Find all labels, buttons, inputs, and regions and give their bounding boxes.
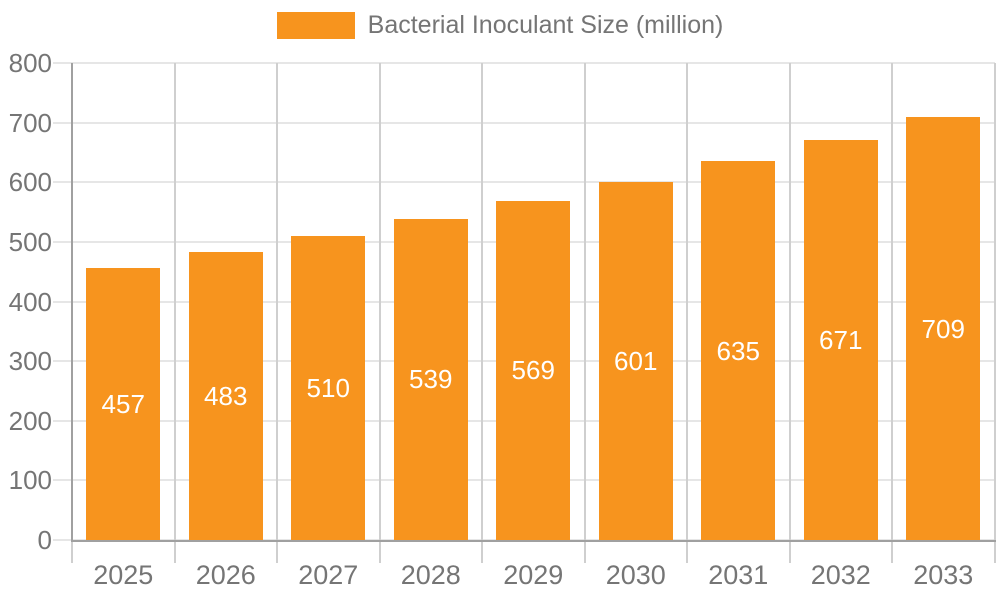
bar-value-label: 457	[101, 388, 145, 419]
y-gridline	[53, 181, 995, 184]
bar-value-label: 709	[921, 313, 965, 344]
x-tick-label: 2025	[93, 560, 154, 590]
x-gridline	[583, 63, 586, 540]
y-gridline	[53, 62, 995, 64]
legend-swatch	[276, 12, 355, 39]
x-tick-label: 2031	[708, 560, 769, 590]
bar	[701, 161, 776, 540]
x-tick	[891, 542, 893, 563]
y-tick-label: 700	[8, 107, 52, 138]
bar-value-label: 671	[819, 324, 863, 355]
x-tick	[481, 542, 483, 563]
bar-value-label: 635	[716, 335, 760, 366]
x-tick-label: 2027	[298, 560, 359, 590]
y-tick-label: 100	[8, 465, 52, 496]
bar	[496, 200, 571, 540]
x-tick-label: 2028	[400, 560, 461, 590]
x-tick-label: 2032	[810, 560, 871, 590]
y-tick-label: 0	[37, 525, 52, 555]
x-tick	[583, 542, 586, 563]
bar-value-label: 539	[409, 364, 453, 395]
x-gridline	[788, 63, 791, 540]
bar-value-label: 483	[204, 381, 248, 411]
bar	[291, 235, 366, 540]
chart-legend: Bacterial Inoculant Size (million)	[0, 12, 1000, 39]
x-gridline	[276, 63, 278, 540]
x-tick	[788, 542, 791, 563]
x-tick	[993, 542, 996, 563]
bar	[598, 181, 673, 540]
y-tick-label: 600	[8, 167, 52, 198]
y-tick-label: 300	[8, 346, 52, 377]
x-gridline	[686, 63, 688, 540]
x-tick-label: 2033	[913, 560, 974, 590]
bar-value-label: 601	[614, 345, 658, 376]
x-gridline	[173, 63, 176, 540]
y-tick-label: 400	[8, 286, 52, 317]
x-tick	[686, 542, 688, 563]
y-tick-label: 200	[8, 405, 52, 436]
x-tick	[173, 542, 176, 563]
y-axis-line	[71, 63, 73, 542]
y-tick-label: 500	[8, 226, 52, 257]
x-tick	[71, 542, 73, 563]
x-gridline	[378, 63, 381, 540]
y-tick-label: 800	[8, 48, 52, 78]
legend-label: Bacterial Inoculant Size (million)	[367, 11, 724, 39]
bar	[188, 252, 263, 540]
bar-value-label: 569	[511, 355, 555, 386]
x-axis-line	[71, 540, 996, 542]
x-tick-label: 2030	[605, 560, 666, 590]
x-gridline	[891, 63, 893, 540]
bar	[906, 117, 981, 540]
y-gridline	[53, 121, 995, 124]
x-tick-label: 2026	[195, 560, 256, 590]
bar	[803, 139, 878, 540]
bar	[393, 218, 468, 540]
bar-value-label: 510	[306, 372, 350, 403]
x-gridline	[993, 63, 996, 540]
bar	[86, 267, 161, 540]
x-tick	[378, 542, 381, 563]
x-tick	[276, 542, 278, 563]
x-tick-label: 2029	[503, 560, 564, 590]
x-gridline	[481, 63, 483, 540]
